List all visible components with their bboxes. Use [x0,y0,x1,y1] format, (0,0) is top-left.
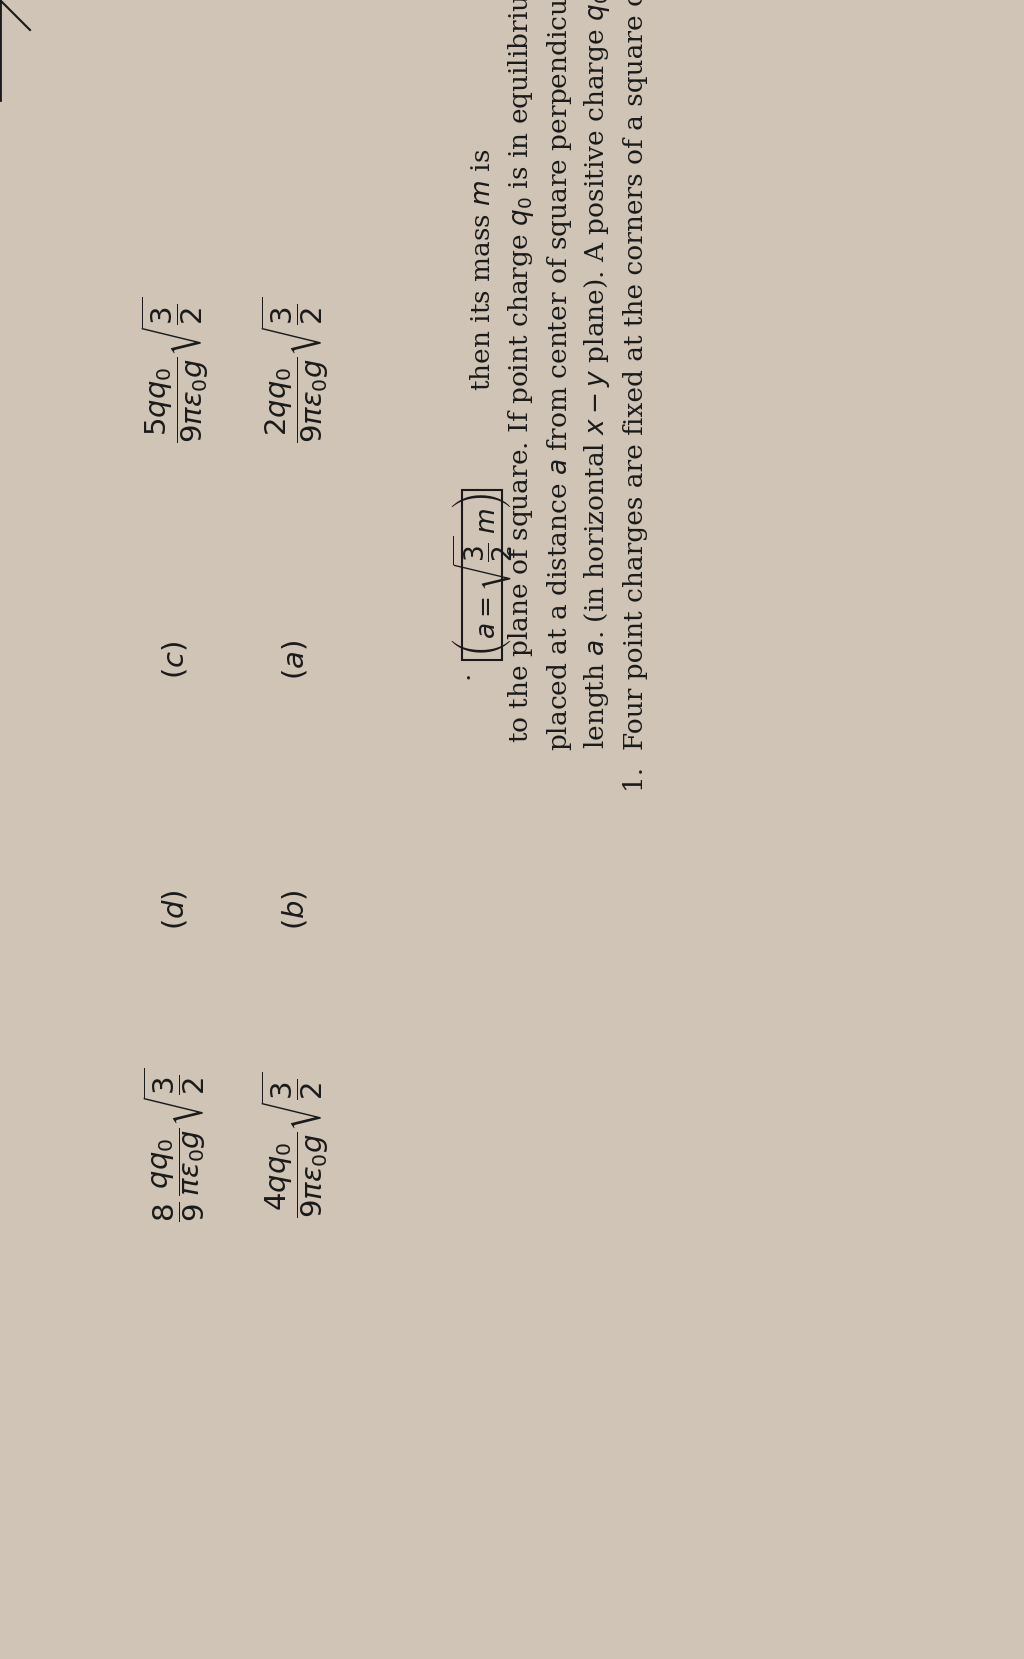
Text: then its mass $m$ is: then its mass $m$ is [470,149,496,392]
Text: $(c)$: $(c)$ [161,640,189,679]
Text: $\dfrac{5qq_0}{9\pi\varepsilon_0 g}\sqrt{\dfrac{3}{2}}$: $\dfrac{5qq_0}{9\pi\varepsilon_0 g}\sqrt… [139,297,211,443]
Text: $\dfrac{4qq_0}{9\pi\varepsilon_0 g}\sqrt{\dfrac{3}{2}}$: $\dfrac{4qq_0}{9\pi\varepsilon_0 g}\sqrt… [259,1072,331,1218]
Text: $\dfrac{2qq_0}{9\pi\varepsilon_0 g}\sqrt{\dfrac{3}{2}}$: $\dfrac{2qq_0}{9\pi\varepsilon_0 g}\sqrt… [259,297,331,443]
Text: $\dfrac{8}{9}\,\dfrac{qq_0}{\pi\varepsilon_0 g}\sqrt{\dfrac{3}{2}}$: $\dfrac{8}{9}\,\dfrac{qq_0}{\pi\varepsil… [141,1067,208,1223]
Text: $(a)$: $(a)$ [281,640,309,680]
Text: $\left( a = \sqrt{\dfrac{3}{2}}\,m \right)$: $\left( a = \sqrt{\dfrac{3}{2}}\,m \righ… [451,493,515,657]
Text: to the plane of square. If point charge $q_0$ is in equilibrium: to the plane of square. If point charge … [506,0,536,743]
Text: $(d)$: $(d)$ [161,889,189,931]
Text: placed at a distance $a$ from center of square perpendicular: placed at a distance $a$ from center of … [545,0,573,750]
Bar [462,489,502,660]
Text: $(b)$: $(b)$ [281,889,309,931]
Text: length $a$. (in horizontal $x-y$ plane). A positive charge $q_0$ is: length $a$. (in horizontal $x-y$ plane).… [582,0,612,750]
Text: .: . [449,670,473,679]
Text: 1.  Four point charges are fixed at the corners of a square of side: 1. Four point charges are fixed at the c… [623,0,647,793]
